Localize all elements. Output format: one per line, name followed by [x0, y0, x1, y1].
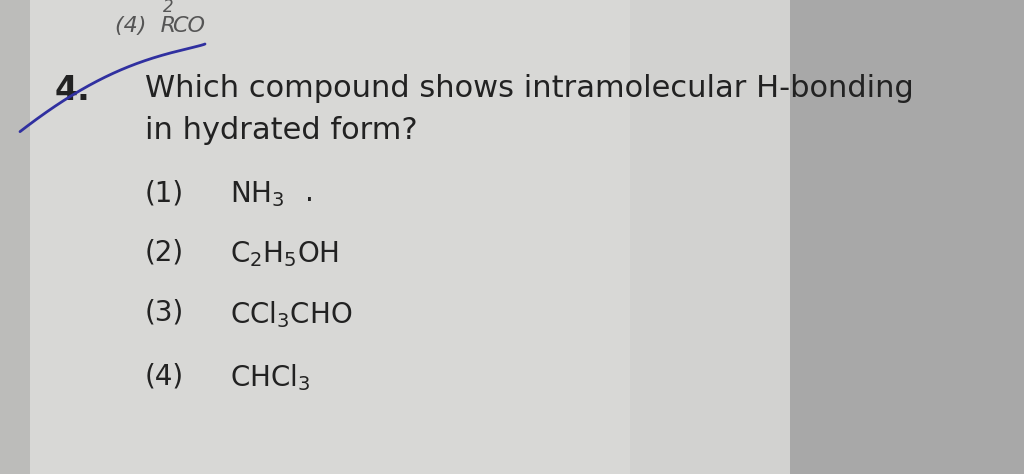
Text: .: . [305, 179, 314, 207]
Text: (3): (3) [145, 299, 184, 327]
Text: $\mathrm{NH_3}$: $\mathrm{NH_3}$ [230, 179, 285, 209]
Text: (4)  R: (4) R [115, 16, 176, 36]
Text: CO: CO [172, 16, 205, 36]
Text: $\mathrm{CHCl_3}$: $\mathrm{CHCl_3}$ [230, 362, 310, 393]
Bar [0, 0, 790, 474]
Bar [0, 0, 30, 474]
Bar [790, 0, 1024, 474]
Text: in hydrated form?: in hydrated form? [145, 116, 418, 145]
Text: 4.: 4. [55, 74, 91, 107]
Text: (4): (4) [145, 362, 184, 390]
Text: (1): (1) [145, 179, 184, 207]
Text: 2: 2 [163, 0, 174, 16]
Text: Which compound shows intramolecular H-bonding: Which compound shows intramolecular H-bo… [145, 74, 913, 103]
Text: $\mathrm{CCl_3CHO}$: $\mathrm{CCl_3CHO}$ [230, 299, 352, 330]
Text: (2): (2) [145, 239, 184, 267]
Bar [30, 0, 630, 474]
Text: $\mathrm{C_2H_5OH}$: $\mathrm{C_2H_5OH}$ [230, 239, 339, 269]
